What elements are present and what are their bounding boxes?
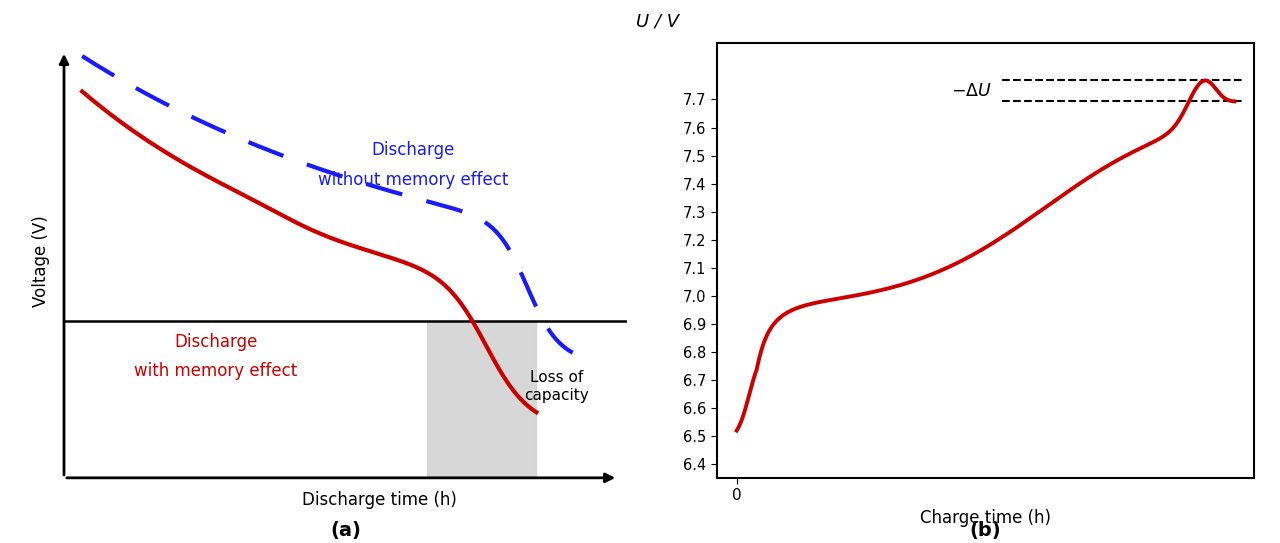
Y-axis label: U / V: U / V	[636, 12, 680, 30]
Text: $-\Delta U$: $-\Delta U$	[951, 82, 992, 100]
Text: (b): (b)	[970, 521, 1001, 540]
Text: Discharge
with memory effect: Discharge with memory effect	[134, 333, 298, 380]
Text: Voltage (V): Voltage (V)	[32, 215, 50, 306]
Text: Loss of
capacity: Loss of capacity	[525, 370, 589, 403]
X-axis label: Charge time (h): Charge time (h)	[920, 509, 1051, 527]
Text: (a): (a)	[330, 521, 361, 540]
Text: Discharge time (h): Discharge time (h)	[302, 491, 457, 509]
Text: Discharge
without memory effect: Discharge without memory effect	[317, 142, 508, 188]
